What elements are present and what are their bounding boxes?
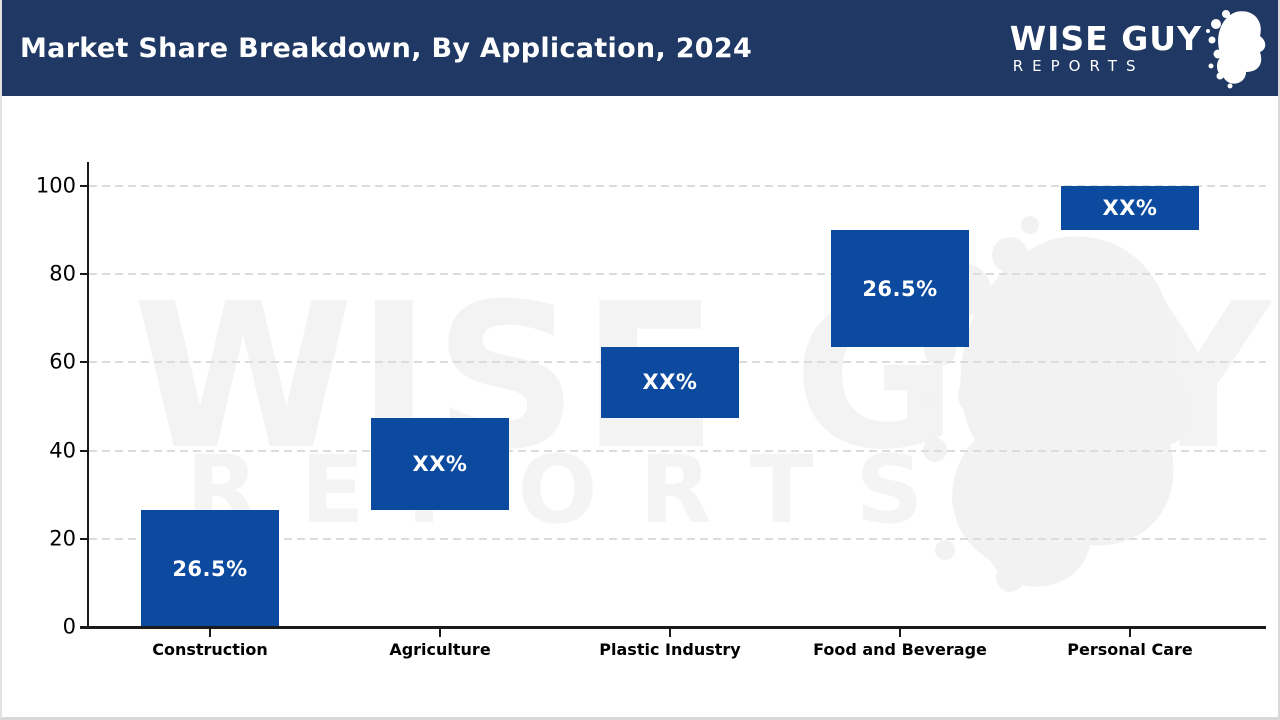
brand-logo-text: WISE GUY REPORTS [1010,22,1202,74]
bar-value-label: 26.5% [862,276,938,301]
x-axis-tick [899,629,901,637]
gridline [89,185,1266,187]
gridline [89,273,1266,276]
bar-value-label: 26.5% [172,556,248,581]
bar-value-label: XX% [1102,196,1158,221]
gridline [89,449,1266,452]
bar-segment: 26.5% [141,510,279,627]
y-axis-line [87,162,89,629]
y-axis-tick [80,449,88,452]
x-tick-label: Personal Care [1067,640,1193,659]
watermark-text-line2: REPORTS [186,436,966,545]
x-tick-label: Food and Beverage [813,640,987,659]
bar-segment: XX% [601,346,739,418]
x-axis-tick [1129,629,1131,637]
y-axis-tick [80,273,88,276]
x-axis-tick [439,629,441,637]
bar-segment: 26.5% [831,230,969,347]
x-axis-line [80,626,1266,629]
x-axis-tick [669,629,671,637]
gridline [89,537,1266,540]
dotted-head-profile-icon [1206,10,1266,89]
y-axis-tick [80,361,88,364]
y-tick-label: 40 [49,438,76,463]
y-axis-tick [80,185,88,187]
y-tick-label: 0 [62,614,76,639]
x-tick-label: Plastic Industry [599,640,741,659]
y-tick-label: 20 [49,526,76,551]
bar-value-label: XX% [642,370,698,395]
y-tick-label: 100 [35,173,76,198]
bar-value-label: XX% [412,451,468,476]
x-tick-label: Agriculture [389,640,491,659]
brand-subtitle: REPORTS [1012,57,1145,75]
brand-name: WISE GUY [1009,19,1202,58]
header-bar: Market Share Breakdown, By Application, … [0,0,1280,96]
brand-logo: WISE GUY REPORTS [1010,0,1268,96]
y-tick-label: 80 [49,261,76,286]
page-title: Market Share Breakdown, By Application, … [20,32,753,64]
bar-segment: XX% [371,417,509,511]
x-axis-tick [209,629,211,637]
bar-segment: XX% [1061,186,1199,231]
y-tick-label: 60 [49,349,76,374]
x-tick-label: Construction [152,640,268,659]
y-axis-tick [80,537,88,540]
